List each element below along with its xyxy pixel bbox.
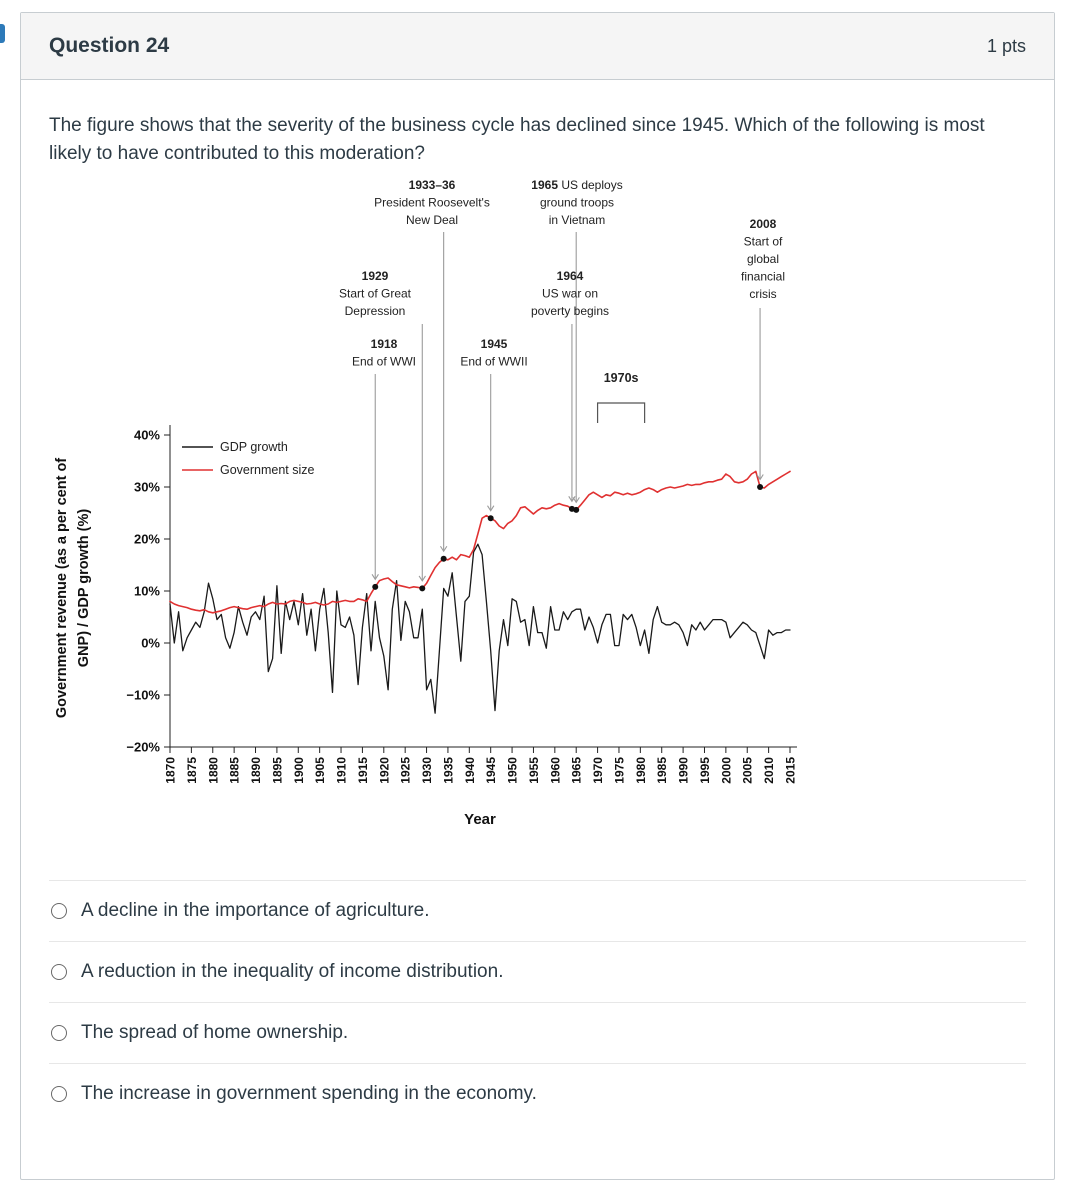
answer-option-3[interactable]: The spread of home ownership. <box>49 1002 1026 1063</box>
svg-text:1895: 1895 <box>270 757 284 784</box>
svg-text:2015: 2015 <box>784 757 798 784</box>
svg-text:1920: 1920 <box>377 757 391 784</box>
svg-text:1990: 1990 <box>677 757 691 784</box>
left-edge-accent <box>0 24 5 43</box>
svg-text:−20%: −20% <box>126 740 160 755</box>
question-card: Question 24 1 pts The figure shows that … <box>20 12 1055 1180</box>
svg-text:1930: 1930 <box>420 757 434 784</box>
svg-text:−10%: −10% <box>126 688 160 703</box>
svg-text:1965: 1965 <box>570 757 584 784</box>
question-header: Question 24 1 pts <box>21 13 1054 80</box>
business-cycle-figure: −20% −10% 0% 10% 20% 30% 40% 1870 1875 1880 1885 18… <box>49 175 1026 842</box>
svg-text:1970s: 1970s <box>604 371 639 385</box>
answer-option-label: The increase in government spending in t… <box>81 1083 537 1105</box>
bracket-1970s <box>596 402 646 424</box>
government-size-line <box>169 470 791 614</box>
svg-text:1935: 1935 <box>441 757 455 784</box>
svg-text:1955: 1955 <box>527 757 541 784</box>
svg-text:1905: 1905 <box>313 757 327 784</box>
question-title: Question 24 <box>49 34 170 57</box>
radio-button-3[interactable] <box>51 1025 67 1042</box>
svg-text:1975: 1975 <box>612 757 626 784</box>
question-body: The figure shows that the severity of th… <box>21 80 1054 1142</box>
svg-text:1940: 1940 <box>463 757 477 784</box>
svg-text:1985: 1985 <box>655 757 669 784</box>
question-text: The figure shows that the severity of th… <box>49 115 985 164</box>
svg-text:1925: 1925 <box>399 757 413 784</box>
radio-button-2[interactable] <box>51 964 67 981</box>
event-annotations: 1933–36 President Roosevelt's New Deal 1965… <box>339 178 785 592</box>
svg-text:2010: 2010 <box>762 757 776 784</box>
svg-text:20%: 20% <box>134 532 160 547</box>
svg-text:0%: 0% <box>141 636 160 651</box>
svg-text:1870: 1870 <box>164 757 178 784</box>
answer-option-1[interactable]: A decline in the importance of agricultu… <box>49 880 1026 941</box>
svg-text:1915: 1915 <box>356 757 370 784</box>
svg-text:2005: 2005 <box>741 757 755 784</box>
answer-option-2[interactable]: A reduction in the inequality of income … <box>49 941 1026 1002</box>
svg-text:Government revenue (as a per c: Government revenue (as a per cent of <box>54 458 70 718</box>
svg-text:1900: 1900 <box>292 757 306 784</box>
svg-text:1950: 1950 <box>506 757 520 784</box>
svg-text:30%: 30% <box>134 480 160 495</box>
answer-option-label: A reduction in the inequality of income … <box>81 961 504 983</box>
radio-button-4[interactable] <box>51 1086 67 1103</box>
svg-text:40%: 40% <box>134 428 160 443</box>
svg-text:10%: 10% <box>134 584 160 599</box>
answer-options: A decline in the importance of agricultu… <box>49 880 1026 1124</box>
radio-button-1[interactable] <box>51 903 67 920</box>
axes: −20% −10% 0% 10% 20% 30% 40% 1870 1875 1880 1885 18… <box>54 425 798 828</box>
svg-text:1960: 1960 <box>548 757 562 784</box>
business-cycle-chart: −20% −10% 0% 10% 20% 30% 40% 1870 1875 1880 1885 18… <box>54 178 798 828</box>
svg-text:1875: 1875 <box>185 757 199 784</box>
svg-text:GDP growth: GDP growth <box>220 440 288 454</box>
chart-legend: GDP growth Government size <box>182 440 315 477</box>
svg-text:2000: 2000 <box>719 757 733 784</box>
svg-text:Government size: Government size <box>220 463 315 477</box>
svg-text:GNP) / GDP growth (%): GNP) / GDP growth (%) <box>76 509 92 668</box>
answer-option-label: The spread of home ownership. <box>81 1022 349 1044</box>
svg-text:1890: 1890 <box>249 757 263 784</box>
svg-text:1970: 1970 <box>591 757 605 784</box>
svg-text:1995: 1995 <box>698 757 712 784</box>
svg-text:1885: 1885 <box>228 757 242 784</box>
svg-text:1980: 1980 <box>634 757 648 784</box>
svg-text:1945: 1945 <box>484 757 498 784</box>
gdp-growth-line <box>169 543 791 714</box>
answer-option-label: A decline in the importance of agricultu… <box>81 900 430 922</box>
question-points: 1 pts <box>986 35 1026 56</box>
svg-text:1880: 1880 <box>206 757 220 784</box>
answer-option-4[interactable]: The increase in government spending in t… <box>49 1063 1026 1124</box>
svg-text:Year: Year <box>464 811 496 828</box>
svg-text:1910: 1910 <box>335 757 349 784</box>
